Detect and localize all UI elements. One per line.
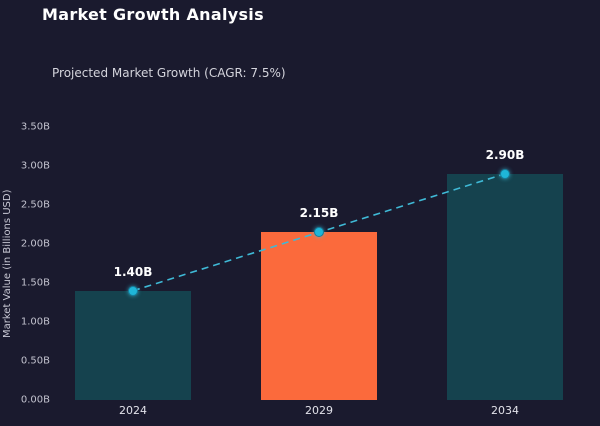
y-tick-label: 3.00B: [20, 160, 50, 172]
bar-2024: [75, 290, 191, 400]
x-tick-label-2024: 2024: [119, 404, 147, 417]
trend-marker-2024: [128, 285, 138, 296]
trend-marker-2029: [314, 227, 324, 238]
value-label-2029: 2.15B: [299, 206, 339, 221]
x-tick-label-2029: 2029: [305, 404, 333, 417]
trend-marker-2034: [500, 168, 510, 179]
y-tick-label: 1.50B: [20, 277, 50, 289]
chart-subtitle: Projected Market Growth (CAGR: 7.5%): [52, 66, 286, 80]
y-axis-ticks: 0.00B 0.50B 1.00B 1.50B 2.00B 2.50B 3.00B 3.50B: [0, 122, 56, 406]
y-tick-label: 1.00B: [20, 316, 50, 328]
x-tick-label-2034: 2034: [491, 404, 519, 417]
bar-2029: [261, 232, 377, 400]
y-tick-label: 3.50B: [20, 121, 50, 133]
trend-line: [132, 173, 506, 292]
y-tick-label: 0.00B: [20, 394, 50, 406]
value-label-2034: 2.90B: [485, 147, 525, 162]
y-tick-label: 2.00B: [20, 238, 50, 250]
y-tick-label: 0.50B: [20, 355, 50, 367]
chart-title: Market Growth Analysis: [42, 5, 264, 24]
bar-2034: [447, 173, 563, 400]
y-tick-label: 2.50B: [20, 199, 50, 211]
x-axis-ticks: 2024 2029 2034: [40, 404, 598, 420]
value-label-2024: 1.40B: [113, 264, 153, 279]
plot-area: 1.40B 2.15B 2.90B: [40, 127, 598, 400]
